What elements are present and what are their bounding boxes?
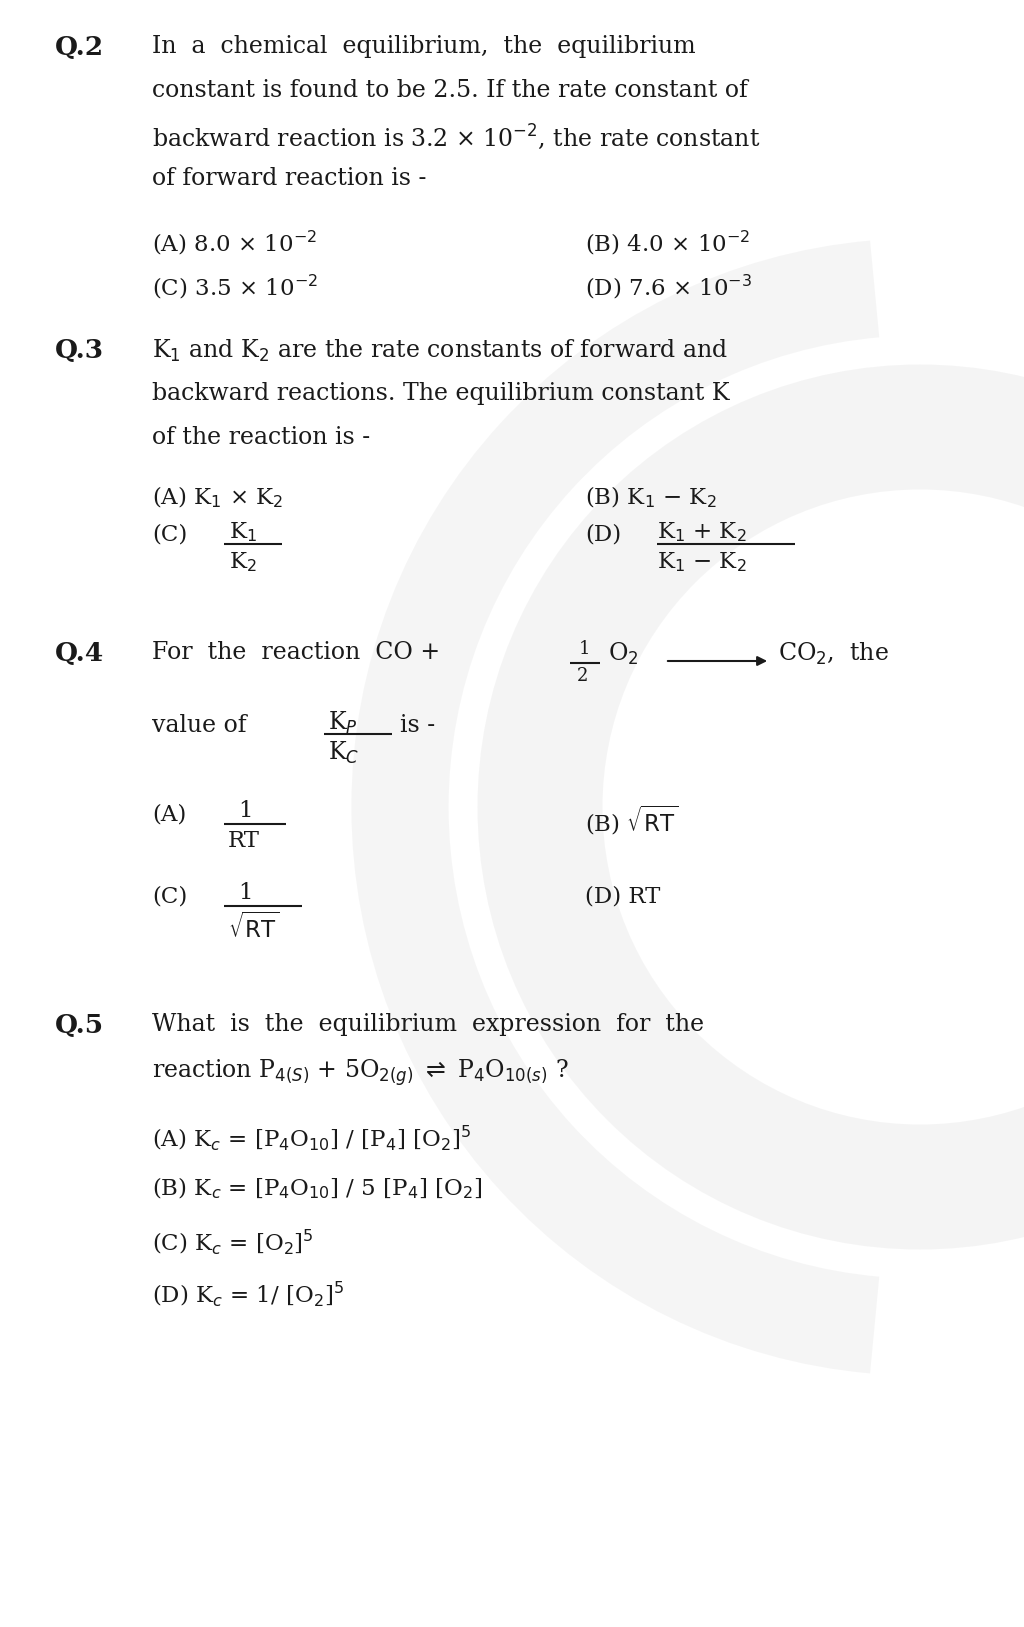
Text: $\sqrt{\mathrm{RT}}$: $\sqrt{\mathrm{RT}}$ <box>228 913 280 942</box>
Text: RT: RT <box>228 830 260 853</box>
Text: (D) K$_c$ = 1/ [O$_2$]$^5$: (D) K$_c$ = 1/ [O$_2$]$^5$ <box>152 1279 344 1308</box>
Text: (C): (C) <box>152 524 187 547</box>
Text: (A): (A) <box>152 804 186 827</box>
Text: (A) 8.0 × 10$^{-2}$: (A) 8.0 × 10$^{-2}$ <box>152 229 317 257</box>
Text: reaction P$_{4(S)}$ + 5O$_{2(g)}$ $\rightleftharpoons$ P$_4$O$_{10(s)}$ ?: reaction P$_{4(S)}$ + 5O$_{2(g)}$ $\righ… <box>152 1058 568 1088</box>
Text: K$_2$: K$_2$ <box>229 550 257 574</box>
Text: backward reaction is 3.2 × 10$^{-2}$, the rate constant: backward reaction is 3.2 × 10$^{-2}$, th… <box>152 124 761 153</box>
Text: (A) K$_c$ = [P$_4$O$_{10}$] / [P$_4$] [O$_2$]$^5$: (A) K$_c$ = [P$_4$O$_{10}$] / [P$_4$] [O… <box>152 1123 471 1152</box>
Text: (C) K$_c$ = [O$_2$]$^5$: (C) K$_c$ = [O$_2$]$^5$ <box>152 1227 313 1256</box>
Text: is -: is - <box>400 714 435 737</box>
Text: (B) K$_c$ = [P$_4$O$_{10}$] / 5 [P$_4$] [O$_2$]: (B) K$_c$ = [P$_4$O$_{10}$] / 5 [P$_4$] … <box>152 1175 482 1201</box>
Text: Q.2: Q.2 <box>55 36 104 60</box>
Text: (C): (C) <box>152 887 187 908</box>
Text: K$_1$ + K$_2$: K$_1$ + K$_2$ <box>657 521 746 543</box>
Text: CO$_2$,  the: CO$_2$, the <box>778 641 889 667</box>
Text: (B) K$_1$ $-$ K$_2$: (B) K$_1$ $-$ K$_2$ <box>585 483 717 509</box>
Text: of forward reaction is -: of forward reaction is - <box>152 168 426 190</box>
Text: (C) 3.5 × 10$^{-2}$: (C) 3.5 × 10$^{-2}$ <box>152 273 318 301</box>
Text: In  a  chemical  equilibrium,  the  equilibrium: In a chemical equilibrium, the equilibri… <box>152 36 695 59</box>
Text: Q.5: Q.5 <box>55 1014 104 1038</box>
Text: K$_C$: K$_C$ <box>328 740 359 766</box>
Text: (B) 4.0 × 10$^{-2}$: (B) 4.0 × 10$^{-2}$ <box>585 229 751 257</box>
Text: of the reaction is -: of the reaction is - <box>152 426 370 449</box>
Text: 1: 1 <box>238 800 253 822</box>
Text: For  the  reaction  CO +: For the reaction CO + <box>152 641 440 664</box>
Text: backward reactions. The equilibrium constant K: backward reactions. The equilibrium cons… <box>152 382 729 405</box>
Text: constant is found to be 2.5. If the rate constant of: constant is found to be 2.5. If the rate… <box>152 80 748 103</box>
Text: (D) RT: (D) RT <box>585 887 660 908</box>
Text: (D): (D) <box>585 524 622 547</box>
Text: K$_1$: K$_1$ <box>229 521 257 543</box>
Text: K$_1$ $-$ K$_2$: K$_1$ $-$ K$_2$ <box>657 550 746 574</box>
Text: value of: value of <box>152 714 247 737</box>
Text: K$_1$ and K$_2$ are the rate constants of forward and: K$_1$ and K$_2$ are the rate constants o… <box>152 338 728 364</box>
Text: What  is  the  equilibrium  expression  for  the: What is the equilibrium expression for t… <box>152 1014 705 1036</box>
Text: 2: 2 <box>577 667 589 685</box>
Text: 1: 1 <box>579 639 591 657</box>
Text: O$_2$: O$_2$ <box>608 641 639 667</box>
Text: (B) $\sqrt{\mathrm{RT}}$: (B) $\sqrt{\mathrm{RT}}$ <box>585 804 678 838</box>
Text: K$_P$: K$_P$ <box>328 709 357 735</box>
Text: Q.4: Q.4 <box>55 641 104 665</box>
Text: (D) 7.6 × 10$^{-3}$: (D) 7.6 × 10$^{-3}$ <box>585 273 752 301</box>
Text: 1: 1 <box>238 882 253 905</box>
Text: Q.3: Q.3 <box>55 338 104 363</box>
Text: (A) K$_1$ × K$_2$: (A) K$_1$ × K$_2$ <box>152 483 284 509</box>
